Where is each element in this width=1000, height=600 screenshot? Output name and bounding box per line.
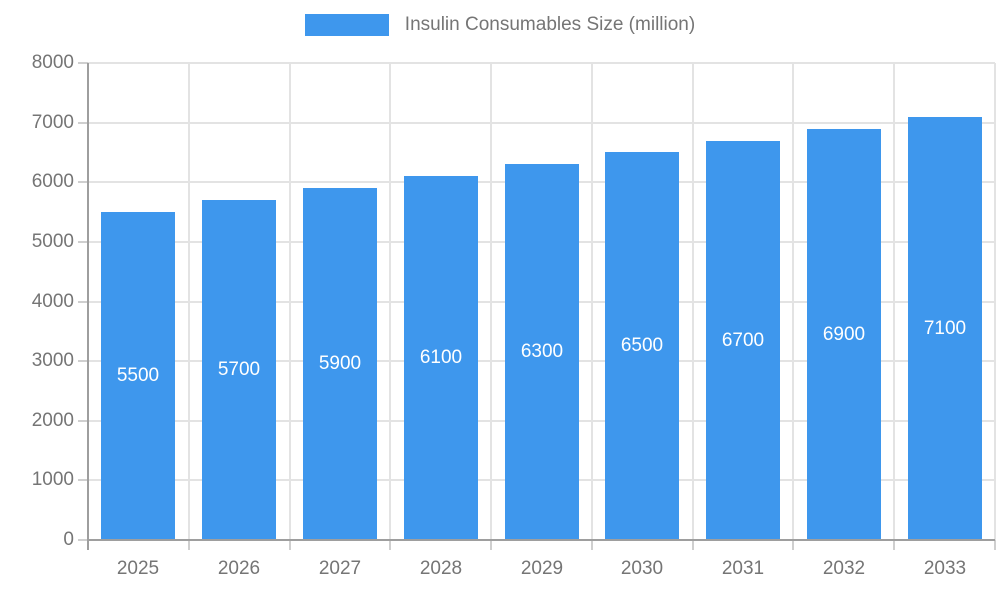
legend-swatch [304, 14, 389, 36]
bar-2028[interactable] [404, 176, 478, 540]
bar-value-label: 6300 [520, 341, 564, 362]
x-axis-tick [591, 540, 593, 550]
x-axis-tick [490, 540, 492, 550]
y-axis-label: 1000 [31, 469, 74, 490]
y-axis-tick [78, 241, 88, 243]
x-axis-tick [893, 540, 895, 550]
x-axis-label: 2025 [116, 558, 160, 579]
bar-2030[interactable] [605, 152, 679, 540]
x-gridline [893, 63, 895, 540]
x-gridline [188, 63, 190, 540]
bar-value-label: 6900 [822, 324, 866, 345]
x-axis-tick [994, 540, 996, 550]
y-axis-label: 7000 [31, 112, 74, 133]
x-gridline [994, 63, 996, 540]
x-axis-label: 2031 [721, 558, 765, 579]
bar-2031[interactable] [706, 141, 780, 540]
y-axis-tick [78, 479, 88, 481]
legend-item[interactable]: Insulin Consumables Size (million) [0, 14, 1000, 36]
bar-value-label: 6100 [419, 347, 463, 368]
bar-2033[interactable] [908, 117, 982, 540]
x-axis-label: 2030 [620, 558, 664, 579]
x-axis-label: 2028 [419, 558, 463, 579]
bar-2027[interactable] [303, 188, 377, 540]
y-gridline [88, 122, 995, 124]
y-axis-tick [78, 360, 88, 362]
bar-2029[interactable] [505, 164, 579, 540]
x-axis-tick [792, 540, 794, 550]
x-axis-label: 2029 [520, 558, 564, 579]
legend-label: Insulin Consumables Size (million) [404, 14, 696, 35]
x-axis-tick [188, 540, 190, 550]
y-axis-tick [78, 62, 88, 64]
x-axis-tick [289, 540, 291, 550]
y-axis-label: 4000 [31, 291, 74, 312]
bar-value-label: 5900 [318, 353, 362, 374]
y-axis-tick [78, 539, 88, 541]
y-axis-tick [78, 301, 88, 303]
y-axis-label: 0 [63, 529, 74, 550]
y-axis-tick [78, 181, 88, 183]
bar-value-label: 6500 [620, 335, 664, 356]
x-gridline [490, 63, 492, 540]
x-axis-label: 2033 [923, 558, 967, 579]
y-axis-line [87, 63, 89, 550]
y-axis-label: 2000 [31, 410, 74, 431]
bar-2032[interactable] [807, 129, 881, 540]
x-axis-tick [389, 540, 391, 550]
bar-value-label: 6700 [721, 330, 765, 351]
y-axis-tick [78, 122, 88, 124]
x-gridline [591, 63, 593, 540]
bar-value-label: 5500 [116, 365, 160, 386]
x-axis-line [88, 539, 995, 541]
x-gridline [289, 63, 291, 540]
y-axis-label: 6000 [31, 171, 74, 192]
x-axis-label: 2026 [217, 558, 261, 579]
y-axis-label: 8000 [31, 52, 74, 73]
bar-value-label: 5700 [217, 359, 261, 380]
x-axis-tick [692, 540, 694, 550]
x-gridline [389, 63, 391, 540]
x-gridline [792, 63, 794, 540]
bar-2025[interactable] [101, 212, 175, 540]
y-axis-label: 3000 [31, 350, 74, 371]
x-gridline [692, 63, 694, 540]
bar-value-label: 7100 [923, 318, 967, 339]
x-axis-label: 2027 [318, 558, 362, 579]
y-axis-tick [78, 420, 88, 422]
bar-2026[interactable] [202, 200, 276, 540]
y-gridline [88, 62, 995, 64]
x-axis-label: 2032 [822, 558, 866, 579]
y-axis-label: 5000 [31, 231, 74, 252]
